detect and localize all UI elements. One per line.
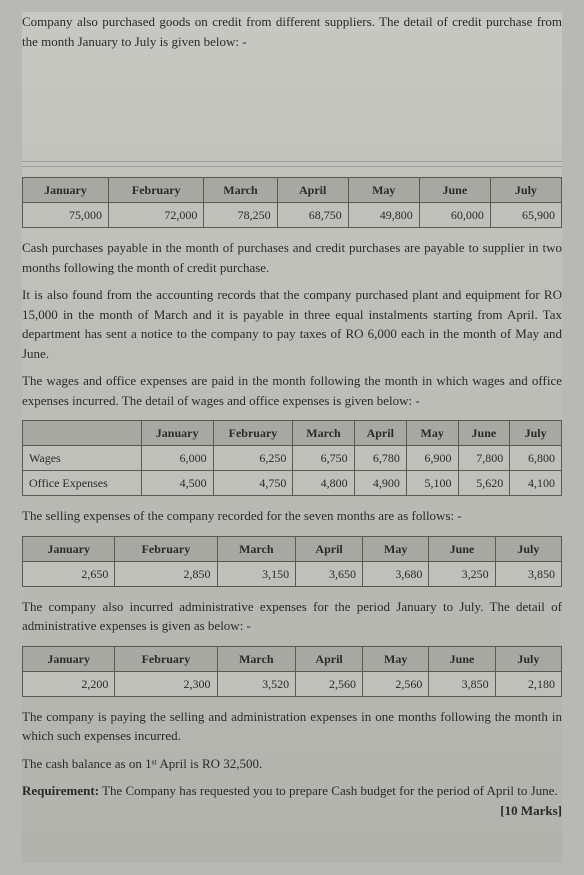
w-may: 6,900 bbox=[406, 446, 458, 471]
req-label: Requirement: bbox=[22, 783, 99, 798]
th-feb: February bbox=[115, 536, 217, 561]
cp-jul: 65,900 bbox=[490, 203, 561, 228]
o-feb: 4,750 bbox=[213, 471, 293, 496]
th-apr: April bbox=[296, 646, 363, 671]
th-apr: April bbox=[354, 421, 406, 446]
th-blank bbox=[23, 421, 142, 446]
th-mar: March bbox=[217, 646, 296, 671]
th-apr: April bbox=[277, 178, 348, 203]
th-feb: February bbox=[115, 646, 217, 671]
th-jun: June bbox=[419, 178, 490, 203]
cp-jan: 75,000 bbox=[23, 203, 109, 228]
o-apr: 4,900 bbox=[354, 471, 406, 496]
s-jan: 2,650 bbox=[23, 561, 115, 586]
a-jan: 2,200 bbox=[23, 671, 115, 696]
th-mar: March bbox=[293, 421, 354, 446]
req-text: The Company has requested you to prepare… bbox=[99, 783, 558, 798]
para-cash-purchases: Cash purchases payable in the month of p… bbox=[22, 238, 562, 277]
s-feb: 2,850 bbox=[115, 561, 217, 586]
selling-intro: The selling expenses of the company reco… bbox=[22, 506, 562, 526]
closing-1: The company is paying the selling and ad… bbox=[22, 707, 562, 746]
s-jun: 3,250 bbox=[429, 561, 495, 586]
requirement-line: Requirement: The Company has requested y… bbox=[22, 781, 562, 801]
w-apr: 6,780 bbox=[354, 446, 406, 471]
o-may: 5,100 bbox=[406, 471, 458, 496]
s-mar: 3,150 bbox=[217, 561, 296, 586]
th-may: May bbox=[348, 178, 419, 203]
th-mar: March bbox=[204, 178, 277, 203]
o-jun: 5,620 bbox=[458, 471, 510, 496]
separator bbox=[22, 161, 562, 162]
intro-text: Company also purchased goods on credit f… bbox=[22, 12, 562, 51]
s-may: 3,680 bbox=[363, 561, 429, 586]
w-mar: 6,750 bbox=[293, 446, 354, 471]
s-jul: 3,850 bbox=[495, 561, 561, 586]
cp-feb: 72,000 bbox=[109, 203, 204, 228]
s-apr: 3,650 bbox=[296, 561, 363, 586]
th-apr: April bbox=[296, 536, 363, 561]
th-jun: June bbox=[429, 646, 495, 671]
para-wages-intro: The wages and office expenses are paid i… bbox=[22, 371, 562, 410]
marks: [10 Marks] bbox=[500, 801, 562, 821]
selling-table: January February March April May June Ju… bbox=[22, 536, 562, 587]
th-may: May bbox=[406, 421, 458, 446]
th-may: May bbox=[363, 646, 429, 671]
th-jul: July bbox=[495, 646, 561, 671]
o-jan: 4,500 bbox=[141, 471, 213, 496]
th-mar: March bbox=[217, 536, 296, 561]
para-plant-tax: It is also found from the accounting rec… bbox=[22, 285, 562, 363]
admin-intro: The company also incurred administrative… bbox=[22, 597, 562, 636]
th-jan: January bbox=[23, 536, 115, 561]
cp-jun: 60,000 bbox=[419, 203, 490, 228]
a-jul: 2,180 bbox=[495, 671, 561, 696]
cp-apr: 68,750 bbox=[277, 203, 348, 228]
separator-2 bbox=[22, 166, 562, 167]
row-office-label: Office Expenses bbox=[23, 471, 142, 496]
closing-2: The cash balance as on 1ˢᵗ April is RO 3… bbox=[22, 754, 562, 774]
th-jan: January bbox=[23, 178, 109, 203]
th-jun: June bbox=[458, 421, 510, 446]
o-mar: 4,800 bbox=[293, 471, 354, 496]
wages-office-table: January February March April May June Ju… bbox=[22, 420, 562, 496]
a-apr: 2,560 bbox=[296, 671, 363, 696]
row-wages-label: Wages bbox=[23, 446, 142, 471]
th-jul: July bbox=[510, 421, 562, 446]
o-jul: 4,100 bbox=[510, 471, 562, 496]
a-may: 2,560 bbox=[363, 671, 429, 696]
th-may: May bbox=[363, 536, 429, 561]
w-jun: 7,800 bbox=[458, 446, 510, 471]
credit-purchase-table: January February March April May June Ju… bbox=[22, 177, 562, 228]
th-feb: February bbox=[109, 178, 204, 203]
th-jul: July bbox=[490, 178, 561, 203]
admin-table: January February March April May June Ju… bbox=[22, 646, 562, 697]
cp-may: 49,800 bbox=[348, 203, 419, 228]
th-feb: February bbox=[213, 421, 293, 446]
w-jan: 6,000 bbox=[141, 446, 213, 471]
th-jun: June bbox=[429, 536, 495, 561]
a-feb: 2,300 bbox=[115, 671, 217, 696]
a-jun: 3,850 bbox=[429, 671, 495, 696]
cp-mar: 78,250 bbox=[204, 203, 277, 228]
th-jan: January bbox=[141, 421, 213, 446]
w-jul: 6,800 bbox=[510, 446, 562, 471]
th-jul: July bbox=[495, 536, 561, 561]
w-feb: 6,250 bbox=[213, 446, 293, 471]
th-jan: January bbox=[23, 646, 115, 671]
a-mar: 3,520 bbox=[217, 671, 296, 696]
